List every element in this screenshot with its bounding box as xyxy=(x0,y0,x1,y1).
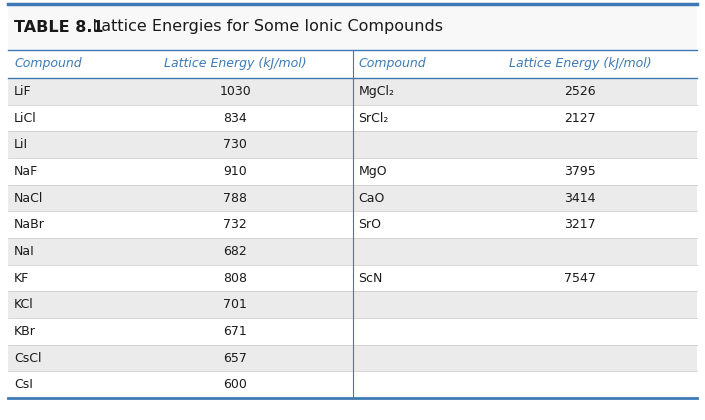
Bar xyxy=(8,291,697,318)
Bar xyxy=(8,78,697,105)
Text: SrO: SrO xyxy=(359,218,381,231)
Text: 1030: 1030 xyxy=(219,85,251,98)
Bar xyxy=(8,131,697,158)
Text: CaO: CaO xyxy=(359,192,385,205)
Text: MgCl₂: MgCl₂ xyxy=(359,85,395,98)
Text: 730: 730 xyxy=(223,138,247,151)
Text: ScN: ScN xyxy=(359,271,383,284)
Text: NaCl: NaCl xyxy=(14,192,44,205)
Text: 701: 701 xyxy=(223,298,247,311)
Text: Compound: Compound xyxy=(14,58,82,71)
Bar xyxy=(8,105,697,131)
Text: 2127: 2127 xyxy=(564,111,596,124)
Text: TABLE 8.1: TABLE 8.1 xyxy=(14,19,104,34)
Text: Compound: Compound xyxy=(359,58,426,71)
Text: 600: 600 xyxy=(223,378,247,391)
Text: 3795: 3795 xyxy=(564,165,596,178)
Text: 910: 910 xyxy=(223,165,247,178)
Text: KCl: KCl xyxy=(14,298,34,311)
Text: NaI: NaI xyxy=(14,245,35,258)
Text: Lattice Energy (kJ/mol): Lattice Energy (kJ/mol) xyxy=(164,58,307,71)
Text: 3217: 3217 xyxy=(564,218,596,231)
Text: Lattice Energies for Some Ionic Compounds: Lattice Energies for Some Ionic Compound… xyxy=(77,19,443,34)
Text: 3414: 3414 xyxy=(564,192,596,205)
Bar xyxy=(8,50,697,78)
Bar xyxy=(8,4,697,50)
Text: SrCl₂: SrCl₂ xyxy=(359,111,389,124)
Bar xyxy=(8,318,697,345)
Text: Lattice Energy (kJ/mol): Lattice Energy (kJ/mol) xyxy=(508,58,651,71)
Text: KF: KF xyxy=(14,271,29,284)
Text: 788: 788 xyxy=(223,192,247,205)
Bar xyxy=(8,371,697,398)
Text: 671: 671 xyxy=(223,325,247,338)
Text: KBr: KBr xyxy=(14,325,36,338)
Bar xyxy=(8,158,697,185)
Text: 808: 808 xyxy=(223,271,247,284)
Text: LiF: LiF xyxy=(14,85,32,98)
Text: 7547: 7547 xyxy=(564,271,596,284)
Text: 2526: 2526 xyxy=(564,85,596,98)
Text: 657: 657 xyxy=(223,352,247,365)
Bar xyxy=(8,185,697,211)
Bar xyxy=(8,265,697,291)
Text: CsCl: CsCl xyxy=(14,352,42,365)
Text: LiI: LiI xyxy=(14,138,28,151)
Text: CsI: CsI xyxy=(14,378,33,391)
Bar xyxy=(8,345,697,371)
Text: NaBr: NaBr xyxy=(14,218,45,231)
Text: 732: 732 xyxy=(223,218,247,231)
Text: LiCl: LiCl xyxy=(14,111,37,124)
Text: 834: 834 xyxy=(223,111,247,124)
Bar xyxy=(8,211,697,238)
Text: NaF: NaF xyxy=(14,165,38,178)
Text: MgO: MgO xyxy=(359,165,387,178)
Bar xyxy=(8,238,697,265)
Text: 682: 682 xyxy=(223,245,247,258)
